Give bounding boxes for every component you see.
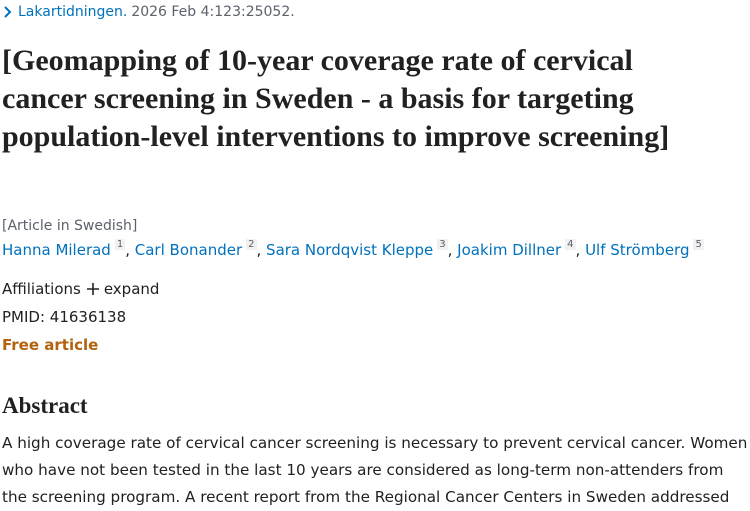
plus-icon (86, 283, 99, 295)
pmid: PMID: 41636138 (2, 308, 127, 326)
abstract-text: A high coverage rate of cervical cancer … (2, 434, 748, 506)
abstract-heading: Abstract (2, 393, 88, 418)
journal-line: Lakartidningen. 2026 Feb 4:123:25052. (2, 4, 295, 20)
author-link[interactable]: Hanna Milerad (2, 241, 111, 259)
author-separator: , (447, 241, 458, 259)
expand-label: expand (103, 280, 160, 298)
author-link[interactable]: Sara Nordqvist Kleppe (266, 241, 434, 259)
author-separator: , (575, 241, 586, 259)
language-note: [Article in Swedish] (2, 218, 138, 234)
affiliations-label: Affiliations (2, 280, 81, 298)
citation: 2026 Feb 4:123:25052. (131, 4, 295, 20)
author-link[interactable]: Carl Bonander (134, 241, 243, 259)
expand-toggle[interactable]: expand (86, 280, 160, 298)
affiliation-number[interactable]: 5 (693, 239, 704, 250)
author-list: Hanna Milerad 1, Carl Bonander 2, Sara Nor… (2, 239, 704, 259)
author-separator: , (125, 241, 135, 259)
affiliations: Affiliations expand (2, 280, 159, 298)
author-link[interactable]: Ulf Strömberg (585, 241, 690, 259)
affiliation-number[interactable]: 1 (114, 239, 126, 250)
affiliation-number[interactable]: 3 (437, 239, 448, 250)
free-article: Free article (2, 336, 99, 354)
journal-link[interactable]: Lakartidningen. (18, 4, 128, 20)
author-link[interactable]: Joakim Dillner (457, 241, 562, 259)
page: PubMed article html, body { margin: 0; p… (2, 4, 748, 506)
body: {"journal": {"name": "Lakartidningen.", … (2, 4, 748, 506)
article-title: [Geomapping of 10-year coverage rate of … (2, 44, 670, 153)
author-separator: , (256, 241, 267, 259)
chevron-icon (4, 6, 12, 18)
affiliation-number[interactable]: 2 (246, 239, 257, 250)
affiliation-number[interactable]: 4 (565, 239, 576, 250)
